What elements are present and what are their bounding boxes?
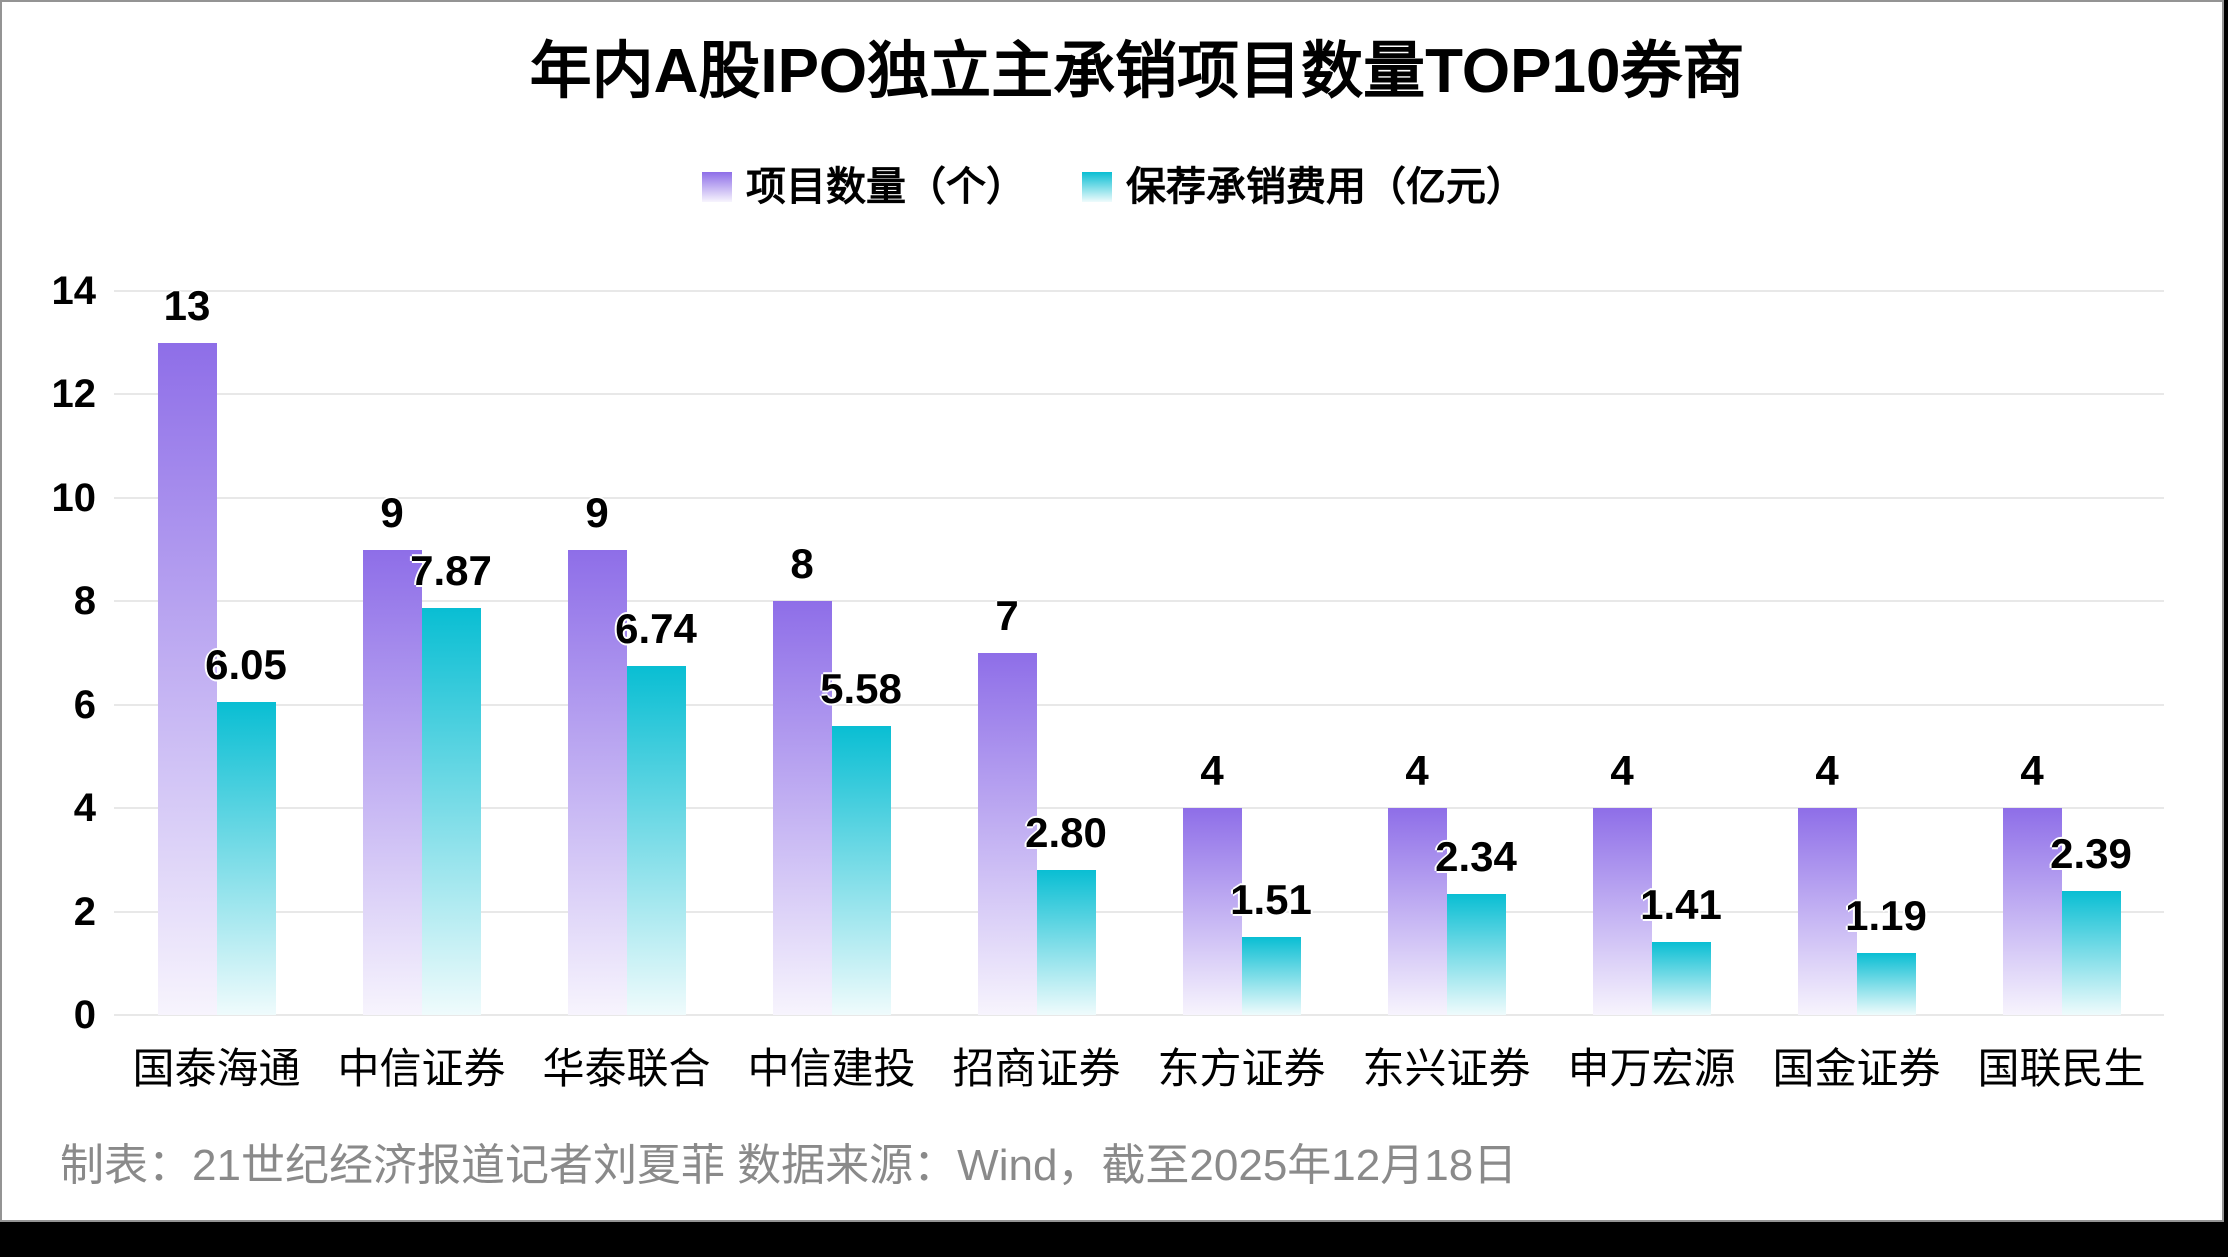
gridline-y6 [114,704,2164,706]
gridline-y0 [114,1014,2164,1016]
fees-value-华泰联合: 6.74 [615,605,697,653]
chart-title: 年内A股IPO独立主承销项目数量TOP10券商 [529,37,1745,106]
category-label-国泰海通: 国泰海通 [132,1045,301,1092]
projects-bar-东兴证券 [1387,808,1447,1015]
projects-bar-申万宏源 [1592,808,1652,1015]
projects-value-中信建投: 8 [790,540,814,588]
fees-bar-华泰联合 [626,666,686,1015]
projects-bar-国联民生 [2002,808,2062,1015]
y-axis-tick-14: 14 [51,269,97,313]
gridline-y8 [114,600,2164,602]
fees-bar-国金证券 [1856,953,1916,1015]
category-label-申万宏源: 申万宏源 [1567,1045,1736,1092]
chart-card: 年内A股IPO独立主承销项目数量TOP10券商 项目数量（个） 保荐承销费用（亿… [0,0,2224,1222]
bottom-black-strip [0,1222,2228,1257]
category-label-中信证券: 中信证券 [337,1045,506,1092]
fees-value-招商证券: 2.80 [1025,809,1107,857]
gridline-y2 [114,911,2164,913]
fees-value-国金证券: 1.19 [1845,892,1927,940]
projects-bar-中信证券 [362,549,422,1015]
fees-value-东兴证券: 2.34 [1435,832,1517,880]
y-axis-tick-10: 10 [51,476,97,520]
category-label-中信建投: 中信建投 [747,1045,916,1092]
legend: 项目数量（个） 保荐承销费用（亿元） [2,162,2226,212]
projects-value-东方证券: 4 [1200,747,1224,795]
y-axis-tick-8: 8 [73,579,96,623]
gridline-y12 [114,393,2164,395]
projects-value-东兴证券: 4 [1405,747,1429,795]
projects-value-国泰海通: 13 [163,281,211,329]
fees-bar-国联民生 [2061,891,2121,1015]
y-axis-tick-2: 2 [73,890,96,934]
y-axis-tick-12: 12 [51,372,97,416]
plot-area: 0 2 4 6 8 10 12 14 13 6.05 国泰海通 9 7.87 中信证券 9 6.74 华泰联合 8… [2,2,2226,1224]
projects-bar-中信建投 [772,601,832,1015]
fees-bar-中信证券 [421,608,481,1015]
projects-value-国联民生: 4 [2020,747,2044,795]
legend-label-projects: 项目数量（个） [746,165,1026,209]
gridline-y10 [114,497,2164,499]
projects-value-华泰联合: 9 [585,488,609,536]
projects-value-申万宏源: 4 [1610,747,1634,795]
fees-value-国联民生: 2.39 [2050,830,2132,878]
legend-item-fees: 保荐承销费用（亿元） [1082,162,1526,212]
fees-bar-国泰海通 [216,702,276,1015]
category-label-东兴证券: 东兴证券 [1362,1045,1531,1092]
fees-value-国泰海通: 6.05 [205,641,287,689]
fees-value-申万宏源: 1.41 [1640,881,1722,929]
fees-value-中信建投: 5.58 [820,665,902,713]
fees-value-东方证券: 1.51 [1230,875,1312,923]
gridline-y14 [114,290,2164,292]
category-label-国金证券: 国金证券 [1772,1045,1941,1092]
gridline-y4 [114,807,2164,809]
projects-value-国金证券: 4 [1815,747,1839,795]
category-label-华泰联合: 华泰联合 [542,1045,711,1092]
category-label-招商证券: 招商证券 [952,1045,1121,1092]
y-axis-tick-4: 4 [73,786,96,830]
legend-item-projects: 项目数量（个） [702,162,1026,212]
category-label-国联民生: 国联民生 [1977,1045,2146,1092]
category-label-东方证券: 东方证券 [1157,1045,1326,1092]
y-axis-tick-0: 0 [73,993,96,1037]
projects-bar-国泰海通 [157,342,217,1015]
legend-label-fees: 保荐承销费用（亿元） [1126,165,1526,209]
fees-bar-招商证券 [1036,870,1096,1015]
fees-bar-中信建投 [831,726,891,1015]
projects-value-中信证券: 9 [380,488,404,536]
legend-swatch-fees [1082,172,1112,202]
projects-bar-国金证券 [1797,808,1857,1015]
projects-value-招商证券: 7 [995,592,1019,639]
fees-value-中信证券: 7.87 [410,547,492,594]
projects-bar-华泰联合 [567,549,627,1015]
y-axis-tick-6: 6 [73,683,96,727]
legend-swatch-projects [702,172,732,202]
fees-bar-东方证券 [1241,936,1301,1015]
fees-bar-东兴证券 [1446,893,1506,1015]
projects-bar-东方证券 [1182,808,1242,1015]
projects-bar-招商证券 [977,653,1037,1015]
source-note: 制表：21世纪经济报道记者刘夏菲 数据来源：Wind，截至2025年12月18日 [60,1141,1518,1190]
fees-bar-申万宏源 [1651,942,1711,1015]
